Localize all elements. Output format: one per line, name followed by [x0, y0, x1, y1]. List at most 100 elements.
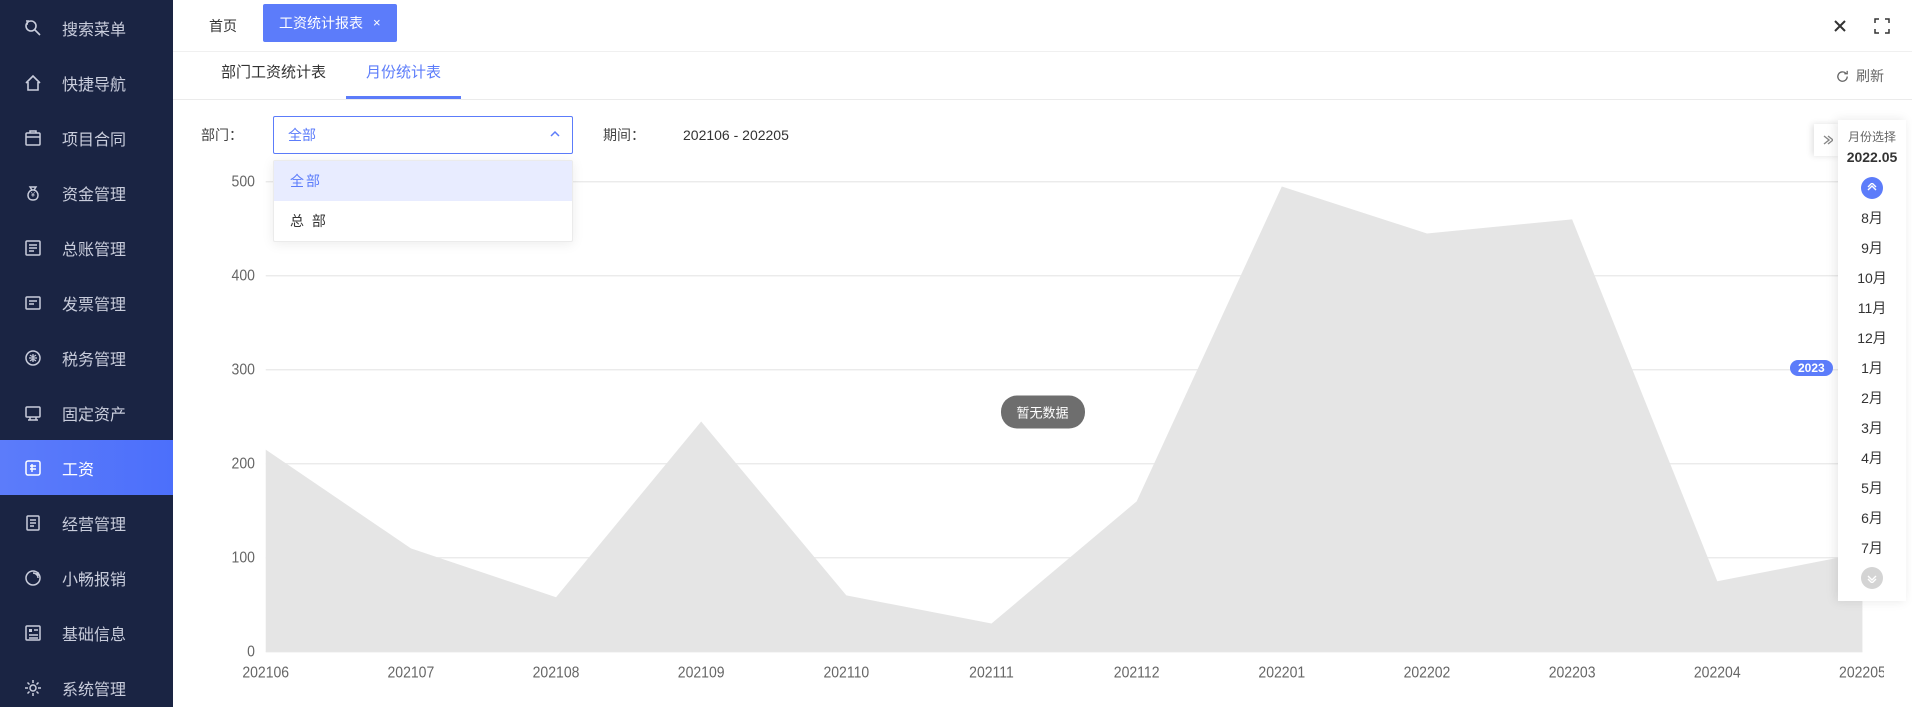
- month-item[interactable]: 20231月: [1838, 353, 1906, 383]
- tab-label: 工资统计报表: [279, 13, 363, 33]
- sidebar-item-reimburse[interactable]: 小畅报销: [0, 550, 173, 605]
- sidebar: 搜索菜单快捷导航项目合同 ¥ 资金管理总账管理发票管理税务管理固定资产工资经营管理小…: [0, 0, 173, 707]
- sidebar-item-invoice[interactable]: 发票管理: [0, 275, 173, 330]
- sidebar-item-label: 发票管理: [62, 291, 126, 315]
- salary-icon: [22, 457, 44, 479]
- chart-container: 0100200300400500202106202107202108202109…: [173, 170, 1912, 707]
- tab-salary-report[interactable]: 工资统计报表 ×: [263, 4, 397, 42]
- sidebar-item-label: 系统管理: [62, 676, 126, 700]
- sidebar-item-label: 工资: [62, 456, 94, 480]
- month-list: 8月9月10月11月12月20231月2月3月4月5月6月7月: [1838, 203, 1906, 563]
- svg-text:¥: ¥: [31, 192, 35, 199]
- dept-option[interactable]: 全部: [274, 161, 572, 201]
- svg-text:202202: 202202: [1404, 665, 1451, 682]
- sidebar-item-folder[interactable]: 项目合同: [0, 110, 173, 165]
- svg-text:202109: 202109: [678, 665, 725, 682]
- month-item[interactable]: 7月: [1838, 533, 1906, 563]
- no-data-badge: 暂无数据: [1000, 395, 1084, 428]
- month-item[interactable]: 3月: [1838, 413, 1906, 443]
- month-picker-panel: 月份选择 2022.05 8月9月10月11月12月20231月2月3月4月5月…: [1838, 120, 1906, 601]
- sidebar-item-tax[interactable]: 税务管理: [0, 330, 173, 385]
- ops-icon: [22, 512, 44, 534]
- month-item[interactable]: 6月: [1838, 503, 1906, 533]
- month-item[interactable]: 5月: [1838, 473, 1906, 503]
- month-item[interactable]: 8月: [1838, 203, 1906, 233]
- svg-text:0: 0: [247, 644, 255, 661]
- month-item[interactable]: 4月: [1838, 443, 1906, 473]
- subtab-0[interactable]: 部门工资统计表: [201, 47, 346, 99]
- month-item[interactable]: 10月: [1838, 263, 1906, 293]
- sidebar-item-system[interactable]: 系统管理: [0, 660, 173, 707]
- invoice-icon: [22, 292, 44, 314]
- svg-text:202205: 202205: [1839, 665, 1884, 682]
- sidebar-item-home[interactable]: 快捷导航: [0, 55, 173, 110]
- tabs-bar: 首页 工资统计报表 ×: [173, 0, 1912, 52]
- sidebar-item-asset[interactable]: 固定资产: [0, 385, 173, 440]
- sidebar-item-salary[interactable]: 工资: [0, 440, 173, 495]
- svg-text:202111: 202111: [969, 665, 1014, 682]
- svg-text:202203: 202203: [1549, 665, 1596, 682]
- sidebar-item-label: 总账管理: [62, 236, 126, 260]
- asset-icon: [22, 402, 44, 424]
- sidebar-item-label: 固定资产: [62, 401, 126, 425]
- chevron-up-icon: [549, 127, 561, 143]
- subtabs: 部门工资统计表月份统计表 刷新: [173, 52, 1912, 100]
- period-value: 202106 - 202205: [683, 127, 789, 143]
- sidebar-item-label: 经营管理: [62, 511, 126, 535]
- svg-text:202112: 202112: [1114, 665, 1160, 682]
- sidebar-item-label: 小畅报销: [62, 566, 126, 590]
- sidebar-item-label: 项目合同: [62, 126, 126, 150]
- month-panel-title: 月份选择: [1838, 120, 1906, 149]
- svg-text:202107: 202107: [387, 665, 434, 682]
- ledger-icon: [22, 237, 44, 259]
- svg-text:202204: 202204: [1694, 665, 1741, 682]
- dept-select-value: 全部: [288, 125, 316, 145]
- sidebar-item-ops[interactable]: 经营管理: [0, 495, 173, 550]
- svg-text:202201: 202201: [1258, 665, 1305, 682]
- reimburse-icon: [22, 567, 44, 589]
- sidebar-item-moneybag[interactable]: ¥ 资金管理: [0, 165, 173, 220]
- year-badge: 2023: [1790, 360, 1833, 376]
- svg-text:202106: 202106: [242, 665, 289, 682]
- period-filter-label: 期间：: [603, 125, 645, 145]
- salary-area-chart: 0100200300400500202106202107202108202109…: [201, 170, 1884, 687]
- svg-text:202108: 202108: [533, 665, 580, 682]
- svg-text:500: 500: [232, 174, 255, 191]
- fullscreen-button[interactable]: [1870, 14, 1894, 38]
- month-scroll-up-button[interactable]: [1861, 177, 1883, 199]
- svg-text:300: 300: [232, 362, 255, 379]
- sidebar-item-ledger[interactable]: 总账管理: [0, 220, 173, 275]
- month-item[interactable]: 9月: [1838, 233, 1906, 263]
- folder-icon: [22, 127, 44, 149]
- refresh-icon: [1835, 69, 1850, 84]
- search-icon: [22, 17, 44, 39]
- sidebar-item-label: 资金管理: [62, 181, 126, 205]
- svg-text:400: 400: [232, 268, 255, 285]
- dept-select[interactable]: 全部 全部总 部: [273, 116, 573, 154]
- dept-filter-label: 部门：: [201, 125, 243, 145]
- month-panel-current: 2022.05: [1838, 149, 1906, 173]
- month-item[interactable]: 2月: [1838, 383, 1906, 413]
- close-icon[interactable]: ×: [373, 15, 381, 30]
- tax-icon: [22, 347, 44, 369]
- sidebar-item-search[interactable]: 搜索菜单: [0, 0, 173, 55]
- close-all-tabs-button[interactable]: [1828, 14, 1852, 38]
- tab-home[interactable]: 首页: [183, 0, 263, 52]
- main-area: 首页 工资统计报表 × 部门工资统计表月份统计表 刷新 部门: [173, 0, 1912, 707]
- month-scroll-down-button[interactable]: [1861, 567, 1883, 589]
- subtab-1[interactable]: 月份统计表: [346, 47, 461, 99]
- month-item[interactable]: 11月: [1838, 293, 1906, 323]
- sidebar-item-label: 搜索菜单: [62, 16, 126, 40]
- month-panel-expand-button[interactable]: [1814, 124, 1840, 156]
- dept-option[interactable]: 总 部: [274, 201, 572, 241]
- refresh-button[interactable]: 刷新: [1835, 66, 1884, 86]
- filter-row: 部门： 全部 全部总 部 期间： 202106 - 202205: [173, 100, 1912, 170]
- home-icon: [22, 72, 44, 94]
- refresh-label: 刷新: [1856, 66, 1884, 86]
- month-item[interactable]: 12月: [1838, 323, 1906, 353]
- sidebar-item-base[interactable]: 基础信息: [0, 605, 173, 660]
- sidebar-item-label: 税务管理: [62, 346, 126, 370]
- sidebar-item-label: 基础信息: [62, 621, 126, 645]
- moneybag-icon: ¥: [22, 182, 44, 204]
- base-icon: [22, 622, 44, 644]
